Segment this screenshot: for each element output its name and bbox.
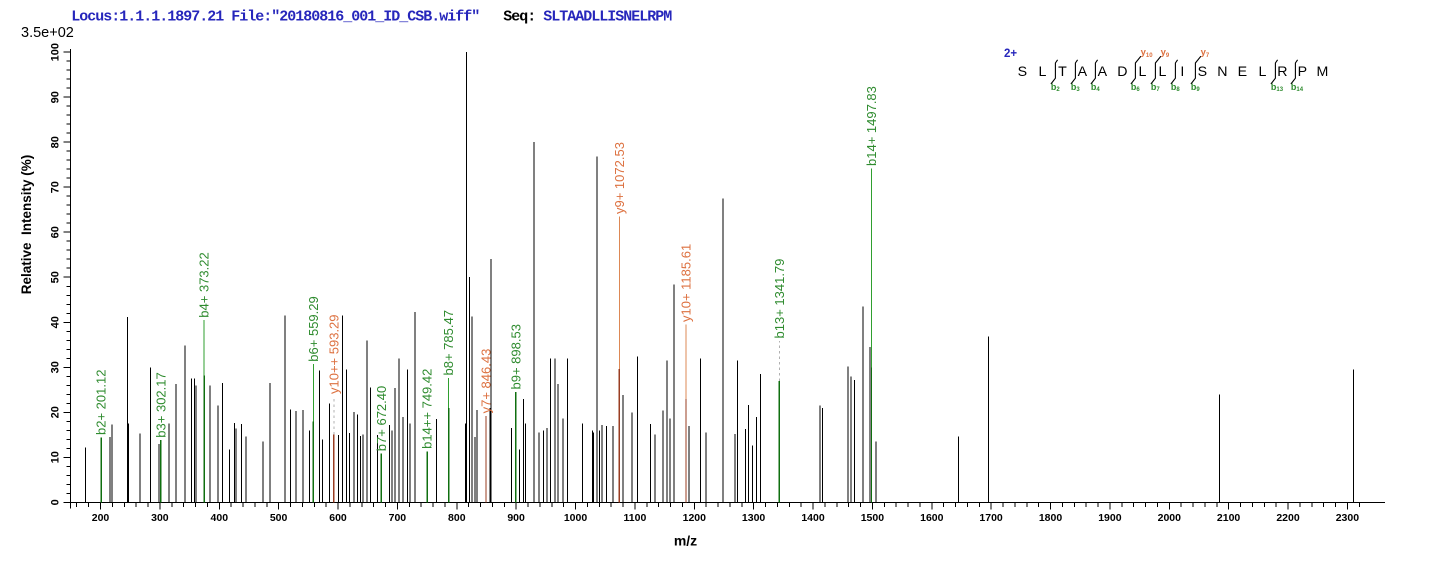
svg-text:700: 700 xyxy=(389,512,407,524)
svg-text:b7+ 672.40: b7+ 672.40 xyxy=(374,386,389,451)
svg-text:b2: b2 xyxy=(1051,82,1061,93)
svg-text:900: 900 xyxy=(507,512,525,524)
svg-text:20: 20 xyxy=(50,406,62,418)
svg-text:2+: 2+ xyxy=(1004,48,1017,60)
svg-text:b2+ 201.12: b2+ 201.12 xyxy=(94,370,109,435)
svg-text:Locus:1.1.1.1897.21 File:"2018: Locus:1.1.1.1897.21 File:"20180816_001_I… xyxy=(71,8,672,25)
svg-text:b8: b8 xyxy=(1171,82,1181,93)
svg-text:70: 70 xyxy=(50,181,62,193)
svg-text:b9: b9 xyxy=(1191,82,1201,93)
svg-text:1900: 1900 xyxy=(1098,512,1122,524)
svg-text:b14: b14 xyxy=(1291,82,1304,93)
svg-text:b9+ 898.53: b9+ 898.53 xyxy=(508,324,523,389)
svg-text:60: 60 xyxy=(50,226,62,238)
svg-text:1100: 1100 xyxy=(624,512,647,524)
svg-text:L: L xyxy=(1158,64,1166,80)
svg-text:30: 30 xyxy=(50,361,62,373)
svg-text:600: 600 xyxy=(329,512,347,524)
svg-text:1500: 1500 xyxy=(861,512,885,524)
svg-text:1700: 1700 xyxy=(979,512,1003,524)
svg-text:N: N xyxy=(1217,64,1227,80)
svg-text:b13: b13 xyxy=(1271,82,1284,93)
svg-text:2300: 2300 xyxy=(1336,512,1360,524)
svg-text:y7: y7 xyxy=(1201,47,1210,59)
svg-text:y10: y10 xyxy=(1141,47,1154,59)
svg-text:b8+ 785.47: b8+ 785.47 xyxy=(441,310,456,375)
svg-text:300: 300 xyxy=(151,512,169,524)
svg-text:90: 90 xyxy=(50,91,62,103)
svg-text:b3: b3 xyxy=(1071,82,1081,93)
svg-text:50: 50 xyxy=(50,271,62,283)
svg-text:I: I xyxy=(1180,64,1184,80)
svg-text:1200: 1200 xyxy=(683,512,707,524)
svg-text:P: P xyxy=(1298,64,1307,80)
svg-text:2000: 2000 xyxy=(1158,512,1182,524)
svg-text:b4: b4 xyxy=(1091,82,1101,93)
svg-text:200: 200 xyxy=(92,512,110,524)
svg-text:D: D xyxy=(1117,64,1127,80)
svg-text:10: 10 xyxy=(50,451,62,463)
svg-text:y10++ 593.29: y10++ 593.29 xyxy=(326,314,341,394)
svg-text:1300: 1300 xyxy=(742,512,766,524)
svg-text:b7: b7 xyxy=(1151,82,1161,93)
svg-text:80: 80 xyxy=(50,136,62,148)
svg-text:y9: y9 xyxy=(1161,47,1170,59)
svg-text:400: 400 xyxy=(211,512,229,524)
svg-text:2100: 2100 xyxy=(1217,512,1241,524)
svg-text:R: R xyxy=(1277,64,1287,80)
svg-text:y9+ 1072.53: y9+ 1072.53 xyxy=(612,142,627,214)
svg-text:b13+ 1341.79: b13+ 1341.79 xyxy=(772,259,787,339)
svg-text:S: S xyxy=(1198,64,1207,80)
svg-text:1800: 1800 xyxy=(1039,512,1063,524)
svg-text:2200: 2200 xyxy=(1276,512,1300,524)
svg-text:800: 800 xyxy=(448,512,466,524)
svg-text:m/z: m/z xyxy=(674,533,697,549)
svg-text:S: S xyxy=(1018,64,1027,80)
svg-text:b14++ 749.42: b14++ 749.42 xyxy=(420,369,435,449)
svg-text:b6: b6 xyxy=(1131,82,1141,93)
svg-text:y7+ 846.43: y7+ 846.43 xyxy=(479,349,494,414)
svg-text:0: 0 xyxy=(50,499,62,505)
svg-text:40: 40 xyxy=(50,316,62,328)
svg-text:b4+ 373.22: b4+ 373.22 xyxy=(197,252,212,317)
svg-text:1400: 1400 xyxy=(801,512,825,524)
svg-text:L: L xyxy=(1138,64,1146,80)
svg-text:E: E xyxy=(1238,64,1247,80)
svg-text:500: 500 xyxy=(270,512,288,524)
svg-text:y10+ 1185.61: y10+ 1185.61 xyxy=(679,244,694,322)
svg-text:L: L xyxy=(1258,64,1266,80)
svg-text:100: 100 xyxy=(50,43,62,61)
svg-text:L: L xyxy=(1038,64,1046,80)
svg-text:A: A xyxy=(1098,64,1108,80)
svg-text:A: A xyxy=(1078,64,1088,80)
svg-text:T: T xyxy=(1058,64,1067,80)
svg-text:1000: 1000 xyxy=(564,512,588,524)
svg-text:1600: 1600 xyxy=(920,512,944,524)
svg-text:3.5e+02: 3.5e+02 xyxy=(21,25,74,41)
svg-text:Relative Intensity (%): Relative Intensity (%) xyxy=(19,155,34,295)
svg-text:M: M xyxy=(1316,64,1328,80)
svg-text:b14+ 1497.83: b14+ 1497.83 xyxy=(864,86,879,166)
svg-text:b6+ 559.29: b6+ 559.29 xyxy=(306,296,321,361)
svg-text:b3+ 302.17: b3+ 302.17 xyxy=(153,372,168,437)
